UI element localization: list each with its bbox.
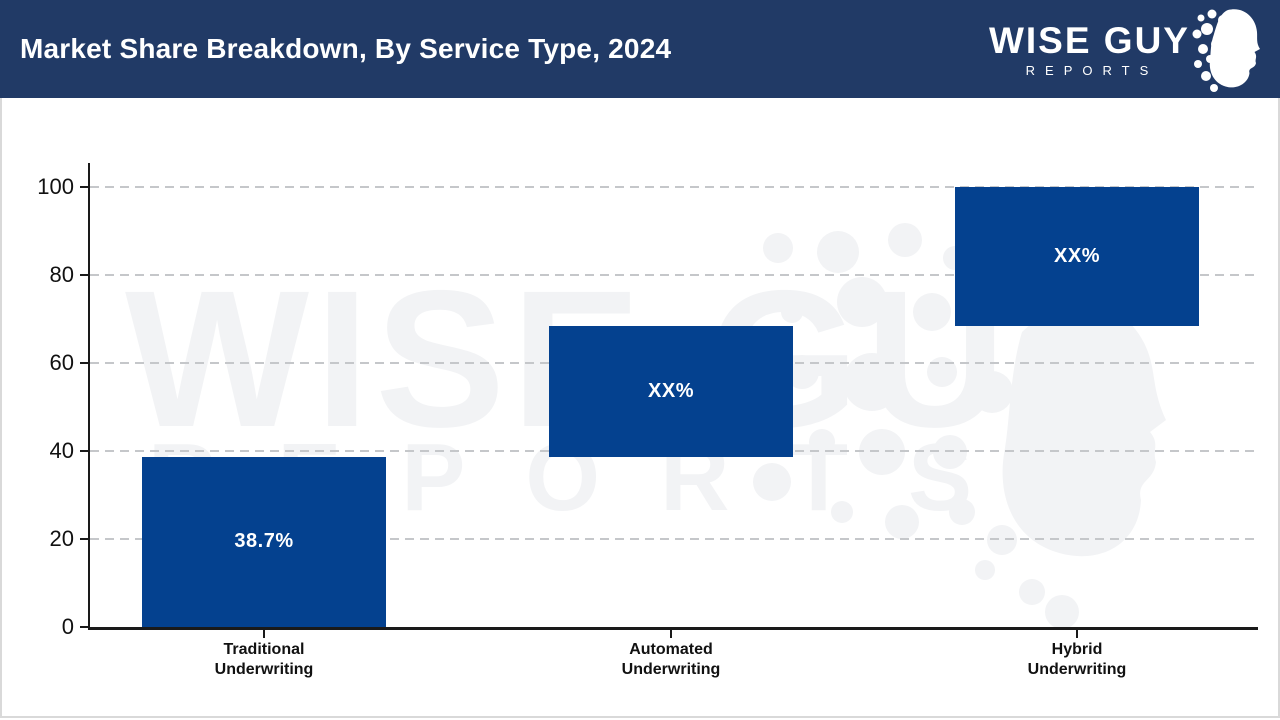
y-tick-label-40: 40	[49, 438, 74, 463]
logo-wiseguy-label: WISE GUY	[988, 19, 1190, 61]
bar-traditional-underwriting: 38.7%	[142, 456, 386, 627]
bar-value-label: 38.7%	[234, 530, 294, 553]
bar-value-label: XX%	[648, 379, 694, 402]
y-tick-label-0: 0	[61, 614, 74, 639]
y-tick-mark-20	[80, 538, 88, 540]
y-axis-spine	[88, 163, 90, 629]
wise-guy-reports-logo: WISE GUY REPORTS	[989, 4, 1266, 94]
x-tick-mark-0	[263, 630, 265, 638]
gridline-y100	[90, 186, 1258, 188]
gridline-y20	[90, 538, 1258, 540]
x-category-label-0: Traditional Underwriting	[214, 641, 314, 678]
logo-reports-label: REPORTS	[1025, 62, 1159, 78]
x-category-label-1: Automated Underwriting	[621, 641, 721, 678]
header-bar: Market Share Breakdown, By Service Type,…	[0, 0, 1280, 98]
bar-automated-underwriting: XX%	[549, 325, 793, 457]
y-tick-mark-100	[80, 186, 88, 188]
bar-hybrid-underwriting: XX%	[955, 187, 1199, 326]
y-tick-mark-60	[80, 362, 88, 364]
logo-face-icon	[1192, 9, 1260, 92]
x-category-label-2: Hybrid Underwriting	[1027, 641, 1127, 678]
y-tick-mark-80	[80, 274, 88, 276]
y-tick-mark-40	[80, 450, 88, 452]
chart-title: Market Share Breakdown, By Service Type,…	[20, 33, 672, 64]
bar-value-label: XX%	[1054, 244, 1100, 267]
y-tick-mark-0	[80, 626, 88, 628]
y-tick-label-100: 100	[37, 174, 74, 199]
x-tick-mark-2	[1076, 630, 1078, 638]
x-axis-spine	[88, 627, 1258, 630]
y-tick-label-20: 20	[49, 526, 74, 551]
y-tick-label-60: 60	[49, 350, 74, 375]
y-tick-label-80: 80	[49, 262, 74, 287]
logo-text: WISE GUY REPORTS	[988, 19, 1190, 78]
x-tick-mark-1	[670, 630, 672, 638]
gridline-y80	[90, 274, 1258, 276]
